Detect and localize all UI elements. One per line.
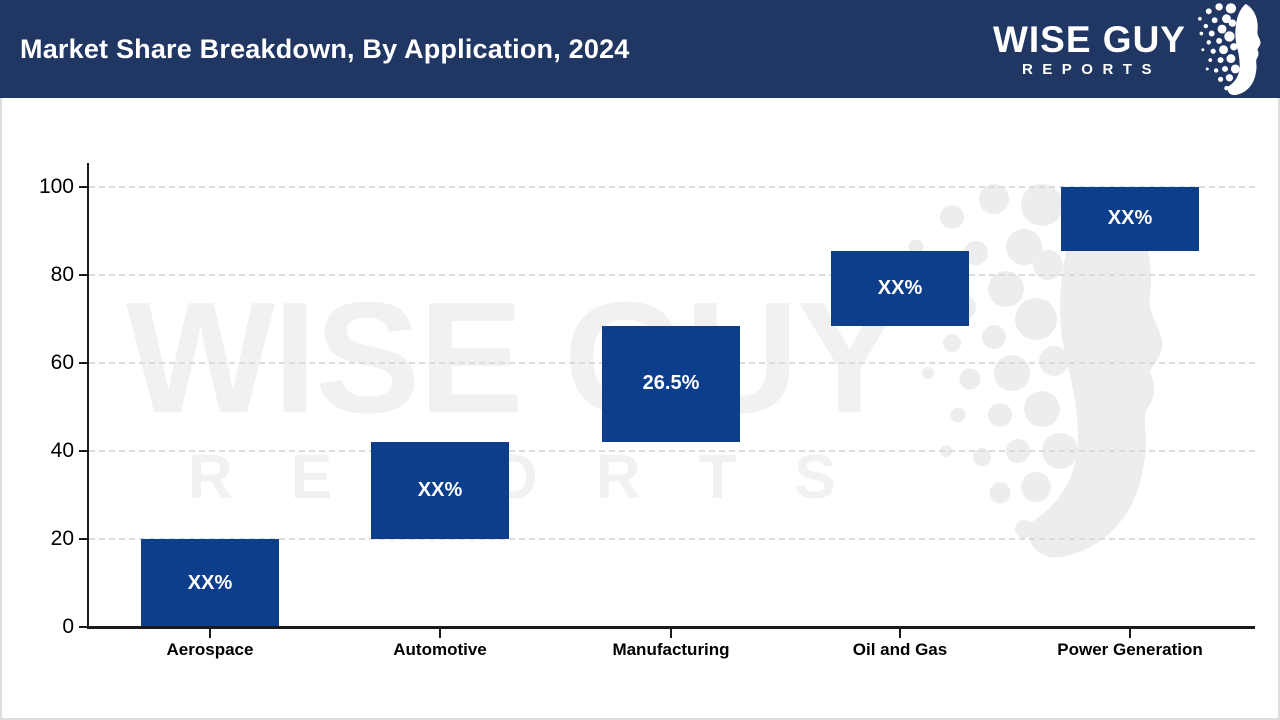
logo-subtitle: REPORTS <box>1021 61 1161 78</box>
chart-title: Market Share Breakdown, By Application, … <box>20 33 630 64</box>
bar-manufacturing: 26.5% <box>602 325 740 443</box>
y-tick-label-60: 60 <box>50 351 74 374</box>
bar-power-generation: XX% <box>1061 187 1199 251</box>
wise-guy-reports-logo: WISE GUY REPORTS <box>993 1 1262 97</box>
bar-oil-and-gas: XX% <box>831 250 969 326</box>
x-label-automotive: Automotive <box>393 640 487 659</box>
gridline-20 <box>89 538 1255 540</box>
dotted-head-logo-icon <box>1198 3 1261 96</box>
x-tick-mark-aerospace <box>209 629 211 638</box>
bar-value-label-manufacturing: 26.5% <box>642 372 700 395</box>
bar-value-label-power-generation: XX% <box>1107 207 1153 230</box>
y-tick-mark-100 <box>79 186 88 188</box>
y-tick-label-0: 0 <box>62 615 74 638</box>
y-tick-label-40: 40 <box>50 439 74 462</box>
bar-aerospace: XX% <box>141 539 279 627</box>
bar-value-label-automotive: XX% <box>417 479 463 502</box>
x-axis-line <box>87 626 1255 629</box>
y-axis-line <box>87 163 89 628</box>
x-label-aerospace: Aerospace <box>166 640 254 659</box>
logo-wordmark: WISE GUY <box>992 19 1186 60</box>
bar-automotive: XX% <box>371 442 509 539</box>
y-tick-label-20: 20 <box>50 527 74 550</box>
x-label-oil-and-gas: Oil and Gas <box>852 640 948 659</box>
watermark-wordmark: WISE GUY <box>126 270 902 446</box>
y-tick-mark-0 <box>79 626 88 628</box>
gridline-80 <box>89 274 1255 276</box>
y-tick-label-100: 100 <box>38 175 74 198</box>
x-tick-mark-oil-and-gas <box>899 629 901 638</box>
x-tick-mark-manufacturing <box>670 629 672 638</box>
gridline-100 <box>89 186 1255 188</box>
y-tick-mark-80 <box>79 274 88 276</box>
gridline-40 <box>89 450 1255 452</box>
bar-value-label-aerospace: XX% <box>187 571 233 594</box>
y-tick-mark-40 <box>79 450 88 452</box>
header-bar: Market Share Breakdown, By Application, … <box>0 0 1280 98</box>
logo-text: WISE GUY REPORTS <box>993 21 1186 77</box>
watermark-subtitle: REPORTS <box>188 443 894 512</box>
y-tick-label-80: 80 <box>50 263 74 286</box>
x-label-power-generation: Power Generation <box>1057 640 1203 659</box>
x-label-manufacturing: Manufacturing <box>612 640 730 659</box>
bar-value-label-oil-and-gas: XX% <box>877 276 923 299</box>
x-tick-mark-power-generation <box>1129 629 1131 638</box>
y-tick-mark-60 <box>79 362 88 364</box>
y-tick-mark-20 <box>79 538 88 540</box>
x-tick-mark-automotive <box>439 629 441 638</box>
